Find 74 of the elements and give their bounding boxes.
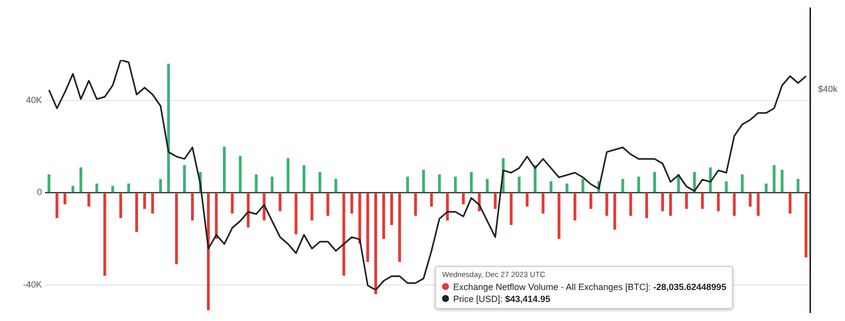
bar [278,193,282,212]
bar [143,193,146,209]
bar [581,178,584,192]
bar [629,193,632,216]
bar [151,193,154,214]
bar [701,193,704,209]
bar [191,193,194,220]
bar [788,193,792,214]
bar [48,174,50,192]
bar [334,178,338,192]
bar [398,193,402,262]
bar [669,193,672,216]
bar [390,193,394,226]
bar [64,193,66,204]
annotation: -28,035.62448995 [653,280,726,293]
bar [605,193,608,216]
bar [732,193,736,216]
bar [414,193,417,216]
bar [183,165,186,192]
bar [71,186,74,192]
bar [804,193,808,258]
bar [653,172,656,192]
bar [534,165,536,192]
bar [438,174,441,192]
bar [566,184,568,192]
annotation: $43,414.95 [505,292,550,305]
bar [167,64,170,192]
bar [526,193,529,207]
bar [494,193,497,209]
y-tick-label: 40K [26,95,42,106]
bar [135,193,138,232]
bar [724,181,728,192]
bar [159,178,162,192]
bar [708,167,712,192]
bar [366,193,370,262]
bar [772,165,776,192]
legend-label: Exchange Netflow Volume - All Exchanges [BTC]: [453,280,652,293]
bar [542,193,544,214]
bar [406,176,409,192]
bar [79,167,82,192]
bar [422,170,425,192]
bar [206,193,210,310]
y-tick-label: -40K [22,279,42,290]
bar [637,176,640,192]
bar [270,176,274,192]
bar [222,146,226,192]
bar [661,193,664,212]
bar [756,193,760,216]
bar [302,165,306,192]
bar [716,193,720,212]
bar [454,176,457,192]
bar [175,193,178,264]
y-tick-label: 0 [36,187,42,198]
bar [446,193,449,220]
bar [326,193,330,216]
bar [780,170,784,192]
bar [56,193,58,218]
bar [310,193,314,220]
bar [796,178,800,192]
bar [382,193,386,239]
bar [430,193,433,207]
bar [286,158,290,192]
bar [462,193,465,204]
bar [518,176,521,192]
bar [645,193,648,218]
bar [685,193,688,209]
bar [574,193,576,220]
text: $40k [818,84,838,94]
bar [294,193,298,234]
bar [589,193,592,209]
bar [550,181,552,192]
bar [558,193,560,239]
legend-label: Price [USD]: [453,292,504,305]
bar [318,172,322,192]
